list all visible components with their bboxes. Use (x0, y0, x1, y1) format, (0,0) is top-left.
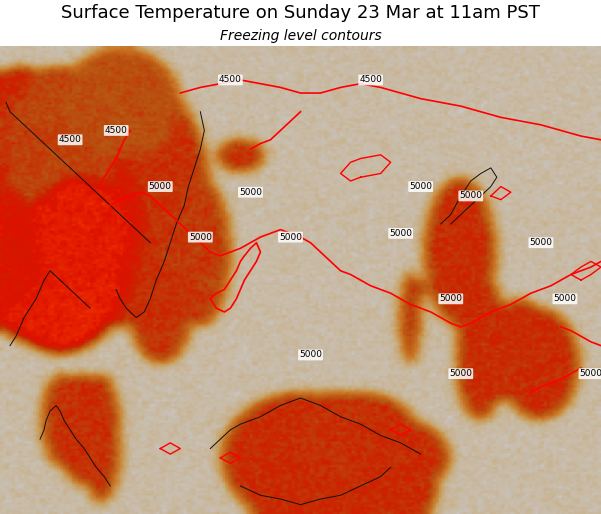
Text: 5000: 5000 (529, 238, 552, 247)
Text: 5000: 5000 (189, 233, 212, 242)
Text: 4500: 4500 (105, 126, 127, 135)
Text: 5000: 5000 (409, 182, 432, 191)
Text: 4500: 4500 (219, 76, 242, 84)
Text: 5000: 5000 (450, 369, 472, 378)
Text: Freezing level contours: Freezing level contours (219, 29, 382, 43)
Text: 5000: 5000 (579, 369, 601, 378)
Text: 5000: 5000 (279, 233, 302, 242)
Text: 5000: 5000 (389, 229, 412, 238)
Text: 5000: 5000 (239, 188, 262, 197)
Text: 4500: 4500 (359, 76, 382, 84)
Text: Surface Temperature on Sunday 23 Mar at 11am PST: Surface Temperature on Sunday 23 Mar at … (61, 4, 540, 22)
Text: 5000: 5000 (554, 295, 576, 303)
Text: 5000: 5000 (149, 182, 172, 191)
Text: 5000: 5000 (439, 295, 462, 303)
Text: 4500: 4500 (59, 135, 82, 144)
Text: 5000: 5000 (459, 191, 482, 200)
Text: 5000: 5000 (299, 351, 322, 359)
